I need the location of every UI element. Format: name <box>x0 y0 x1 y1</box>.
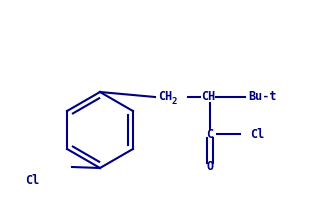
Text: CH: CH <box>158 91 172 103</box>
Text: C: C <box>207 127 213 140</box>
Text: Bu-t: Bu-t <box>248 91 276 103</box>
Text: Cl: Cl <box>25 174 39 186</box>
Text: O: O <box>207 161 213 174</box>
Text: CH: CH <box>201 91 215 103</box>
Text: 2: 2 <box>172 97 177 106</box>
Text: Cl: Cl <box>250 127 264 140</box>
